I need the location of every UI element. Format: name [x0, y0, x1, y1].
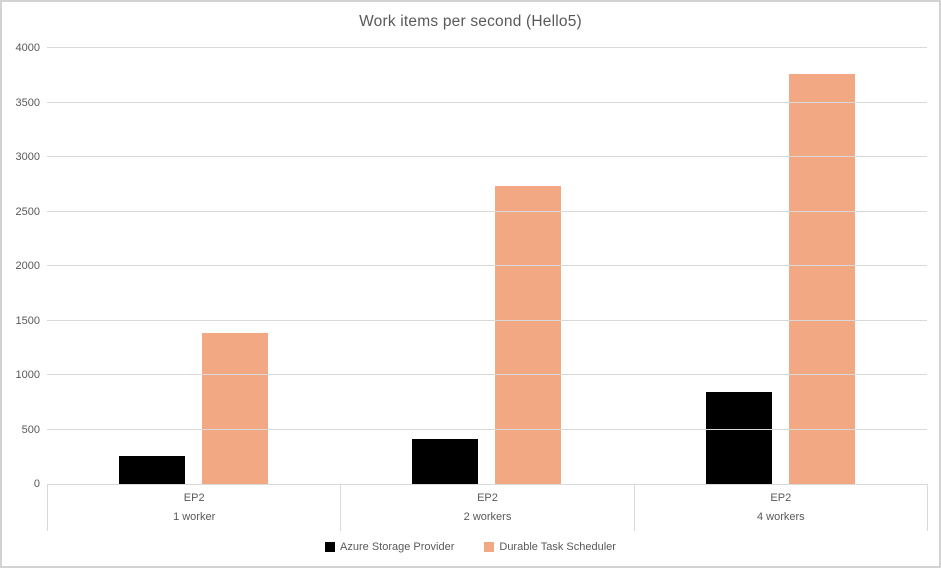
gridline: [47, 47, 927, 48]
category-group-label: EP2: [770, 492, 792, 505]
bar-group-1-worker: [47, 48, 340, 484]
bar-durable-task-scheduler: [202, 332, 269, 484]
bar-groups: [47, 48, 927, 484]
y-tick-label: 3500: [15, 96, 40, 109]
category-group-label: EP2: [183, 492, 205, 505]
bar-group-4-workers: [634, 48, 927, 484]
gridline: [47, 428, 927, 430]
bar-group-2-workers: [340, 48, 633, 484]
y-tick-label: 2500: [15, 205, 40, 218]
bar-azure-storage-provider: [705, 392, 772, 484]
y-tick-label: 500: [21, 423, 40, 436]
y-axis: 0 500 1000 1500 2000 2500 3000 3500 4000: [2, 42, 40, 490]
category-cell-4-workers: EP2 4 workers: [635, 484, 928, 531]
category-cell-2-workers: EP2 2 workers: [341, 484, 635, 531]
gridline: [47, 265, 927, 266]
gridline: [47, 210, 927, 212]
y-tick-label: 0: [33, 478, 40, 490]
bar-azure-storage-provider: [412, 438, 479, 484]
legend-swatch-azure-storage-provider: [325, 542, 336, 552]
category-sub-label: 2 workers: [463, 510, 512, 523]
legend-swatch-durable-task-scheduler: [484, 542, 495, 552]
y-tick-label: 2000: [15, 260, 40, 272]
x-axis-line: [47, 484, 927, 485]
legend-label: Azure Storage Provider: [340, 541, 455, 553]
gridline: [47, 156, 927, 157]
gridline: [47, 101, 927, 103]
legend: Azure Storage Provider Durable Task Sched…: [2, 541, 939, 553]
category-sub-label: 1 worker: [173, 510, 216, 523]
y-tick-label: 3000: [15, 151, 40, 163]
y-tick-label: 1500: [15, 314, 40, 327]
plot-area: [47, 47, 927, 485]
x-axis: EP2 1 worker EP2 2 workers EP2 4 workers: [47, 484, 928, 531]
gridline: [47, 374, 927, 375]
legend-label: Durable Task Scheduler: [499, 541, 616, 553]
chart-title: Work items per second (Hello5): [359, 13, 582, 30]
legend-item-azure-storage-provider: Azure Storage Provider: [325, 541, 454, 553]
y-tick-label: 1000: [15, 369, 40, 381]
bar-durable-task-scheduler: [495, 185, 562, 484]
legend-item-durable-task-scheduler: Durable Task Scheduler: [484, 541, 616, 553]
category-sub-label: 4 workers: [756, 510, 805, 523]
category-cell-1-worker: EP2 1 worker: [48, 484, 342, 531]
bar-azure-storage-provider: [119, 455, 186, 484]
bar-durable-task-scheduler: [788, 73, 855, 484]
gridline: [47, 319, 927, 321]
category-group-label: EP2: [477, 492, 498, 505]
y-tick-label: 4000: [15, 42, 40, 54]
